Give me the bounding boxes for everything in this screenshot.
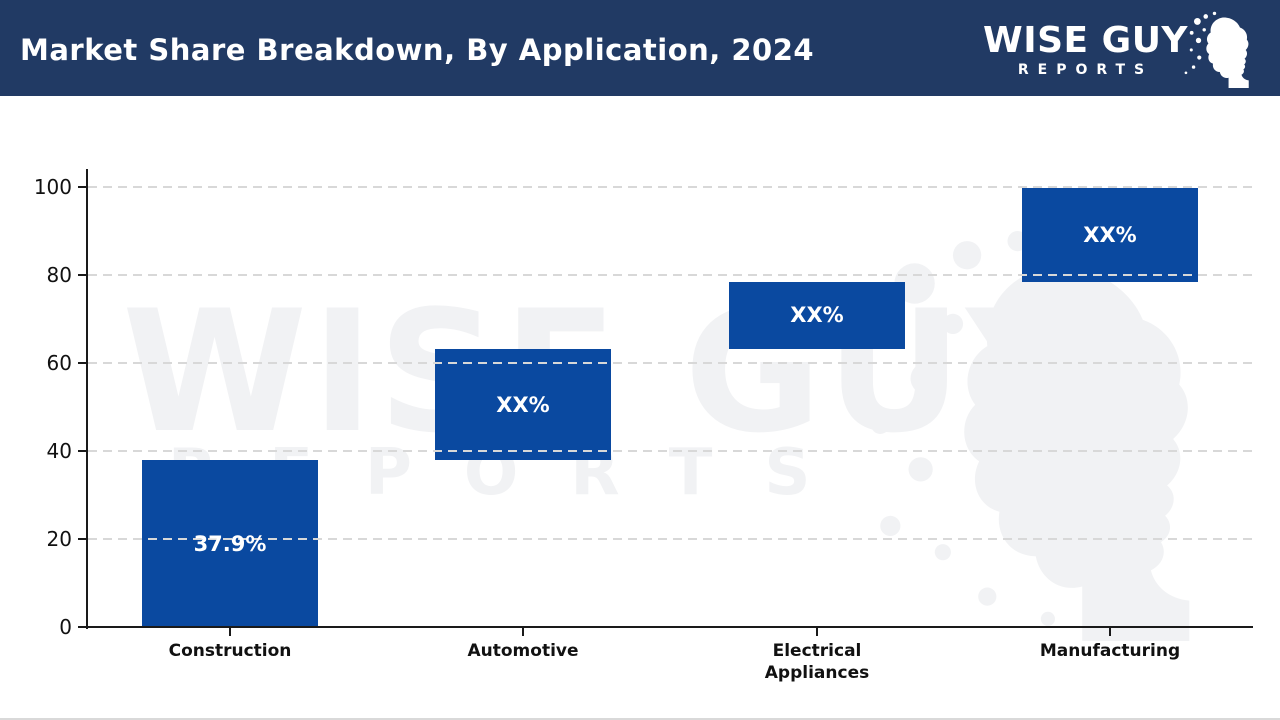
logo-text: WISE GUY REPORTS xyxy=(982,19,1188,78)
logo-face-icon xyxy=(1184,11,1249,88)
brand-logo: WISE GUY REPORTS xyxy=(983,10,1266,88)
logo-subtext: REPORTS xyxy=(1017,61,1154,78)
bar-construction xyxy=(142,460,318,627)
header: Market Share Breakdown, By Application, … xyxy=(0,0,1280,96)
logo-wordmark: WISE GUY xyxy=(982,19,1188,61)
bar-automotive xyxy=(435,348,611,461)
bars xyxy=(0,96,1280,720)
chart-title: Market Share Breakdown, By Application, … xyxy=(20,33,815,67)
bar-manufacturing xyxy=(1022,187,1198,283)
plot-area: WISE GUY REPORTS xyxy=(0,96,1280,720)
bar-electrical-appliances xyxy=(729,282,905,349)
